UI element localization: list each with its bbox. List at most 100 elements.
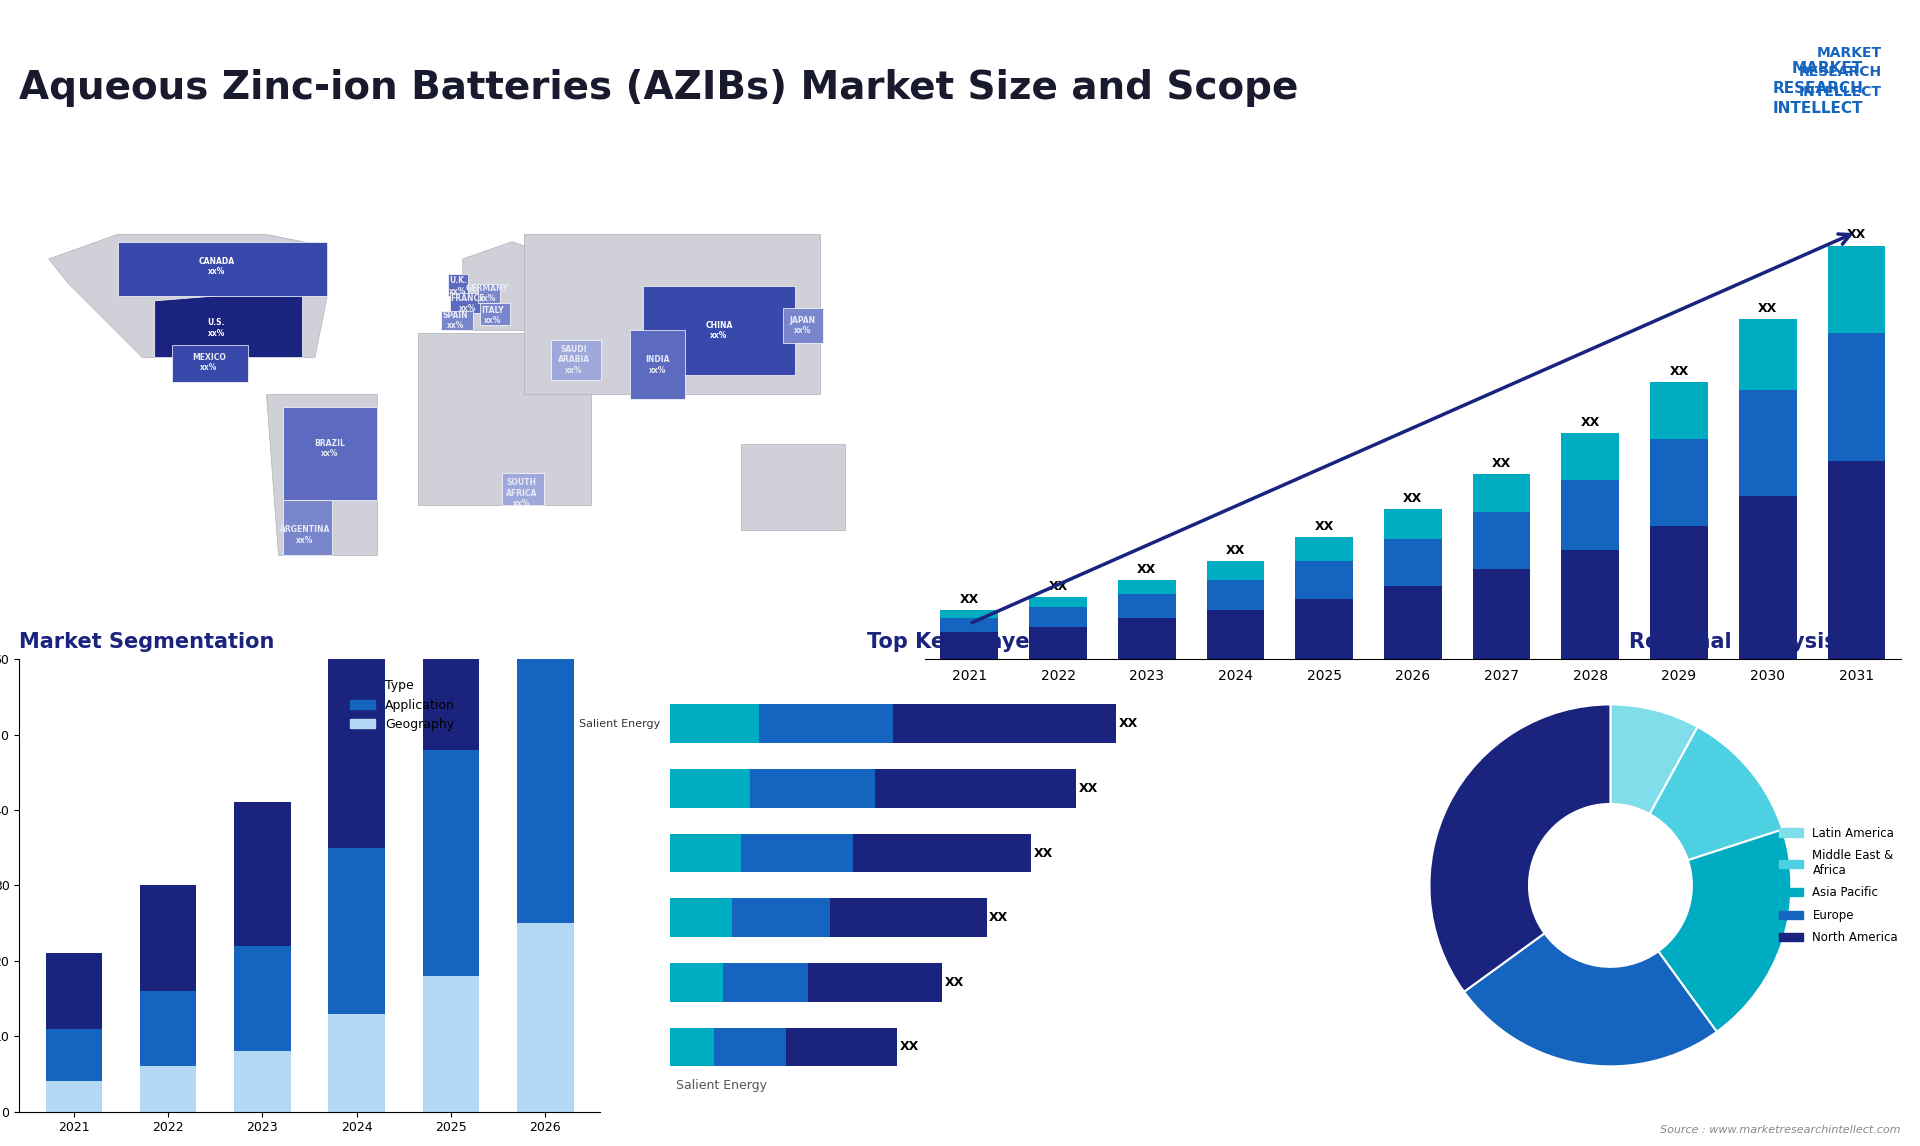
Polygon shape [741,444,845,529]
Text: SPAIN
xx%: SPAIN xx% [442,311,468,330]
Bar [1828,332,1885,461]
Bar [1117,619,1175,659]
Polygon shape [503,473,543,505]
Text: Salient Energy: Salient Energy [676,1080,768,1092]
Bar [1117,594,1175,619]
Text: Market Segmentation: Market Segmentation [19,633,275,652]
Text: XX: XX [900,1041,920,1053]
Legend: Latin America, Middle East &
Africa, Asia Pacific, Europe, North America: Latin America, Middle East & Africa, Asi… [1774,822,1903,949]
Bar [516,621,574,924]
Bar [1649,439,1709,526]
Bar [516,924,574,1112]
Polygon shape [463,242,561,330]
Bar [140,1067,196,1112]
Text: XX: XX [1580,416,1599,430]
Bar [1296,599,1354,659]
Polygon shape [117,242,326,296]
Bar [234,1051,290,1112]
Polygon shape [480,304,509,325]
Title: Top Key Players: Top Key Players [868,633,1052,652]
Polygon shape [451,293,486,313]
Bar [1029,627,1087,659]
Bar [1117,580,1175,594]
Polygon shape [282,407,376,501]
Text: XX: XX [1847,228,1866,242]
Bar [1473,570,1530,659]
Wedge shape [1649,727,1782,861]
Bar [1206,562,1263,580]
Bar [1740,319,1797,390]
Bar [1740,496,1797,659]
Bar [831,898,987,937]
Bar [140,991,196,1067]
Text: MARKET
RESEARCH
INTELLECT: MARKET RESEARCH INTELLECT [1799,46,1882,99]
Polygon shape [265,394,376,555]
Bar [46,1082,102,1112]
Bar [758,705,893,744]
Wedge shape [1659,830,1791,1031]
Bar [46,1029,102,1082]
Legend: Type, Application, Geography: Type, Application, Geography [346,675,459,736]
Text: SOUTH
AFRICA
xx%: SOUTH AFRICA xx% [507,478,538,508]
Bar [1649,382,1709,439]
Text: Regional Analysis: Regional Analysis [1628,633,1837,652]
Text: Aqueous Zinc-ion Batteries (AZIBs) Market Size and Scope: Aqueous Zinc-ion Batteries (AZIBs) Marke… [19,69,1298,108]
Polygon shape [48,234,326,358]
Text: ITALY
xx%: ITALY xx% [482,306,503,325]
Text: XX: XX [1137,563,1156,576]
Text: XX: XX [960,594,979,606]
Text: XX: XX [1225,544,1244,557]
Bar [422,749,480,976]
Text: XX: XX [945,976,964,989]
Text: U.S.
xx%: U.S. xx% [207,319,225,338]
Bar [1206,580,1263,610]
Polygon shape [447,274,468,296]
Bar [46,953,102,1029]
Text: SAUDI
ARABIA
xx%: SAUDI ARABIA xx% [557,345,589,375]
Text: XX: XX [1492,457,1511,470]
Text: U.K.
xx%: U.K. xx% [449,276,467,296]
Bar [1649,526,1709,659]
Bar [785,1028,897,1067]
Polygon shape [173,345,248,382]
Text: XX: XX [1119,717,1139,730]
Bar [1029,607,1087,627]
Bar [1296,562,1354,599]
Text: XX: XX [1033,847,1052,860]
Bar [732,898,831,937]
Bar [1384,540,1442,586]
Bar [1561,479,1619,550]
Bar [1384,586,1442,659]
Text: XX: XX [1759,301,1778,315]
Text: XX: XX [989,911,1008,924]
Bar [893,705,1116,744]
Bar [751,769,876,808]
Bar [234,802,290,945]
Bar [1828,245,1885,332]
Bar [941,619,998,631]
Bar [1029,597,1087,607]
Bar [1561,550,1619,659]
Bar [1828,461,1885,659]
Text: FRANCE
xx%: FRANCE xx% [451,293,486,313]
Bar [234,945,290,1051]
Text: XX: XX [1079,782,1098,795]
Bar [670,963,724,1002]
Text: Salient Energy: Salient Energy [580,719,660,729]
Text: JAPAN
xx%: JAPAN xx% [789,316,816,335]
Bar [1473,474,1530,512]
Polygon shape [783,308,822,343]
Bar [670,1028,714,1067]
Bar [714,1028,785,1067]
Bar [328,848,386,1013]
Bar [140,886,196,991]
Text: XX: XX [1315,519,1334,533]
Polygon shape [551,340,601,379]
Bar [670,898,732,937]
Polygon shape [643,286,795,375]
Polygon shape [478,283,499,304]
Wedge shape [1430,705,1611,991]
Bar [1206,610,1263,659]
Polygon shape [282,501,332,555]
Text: MARKET
RESEARCH
INTELLECT: MARKET RESEARCH INTELLECT [1772,61,1862,116]
